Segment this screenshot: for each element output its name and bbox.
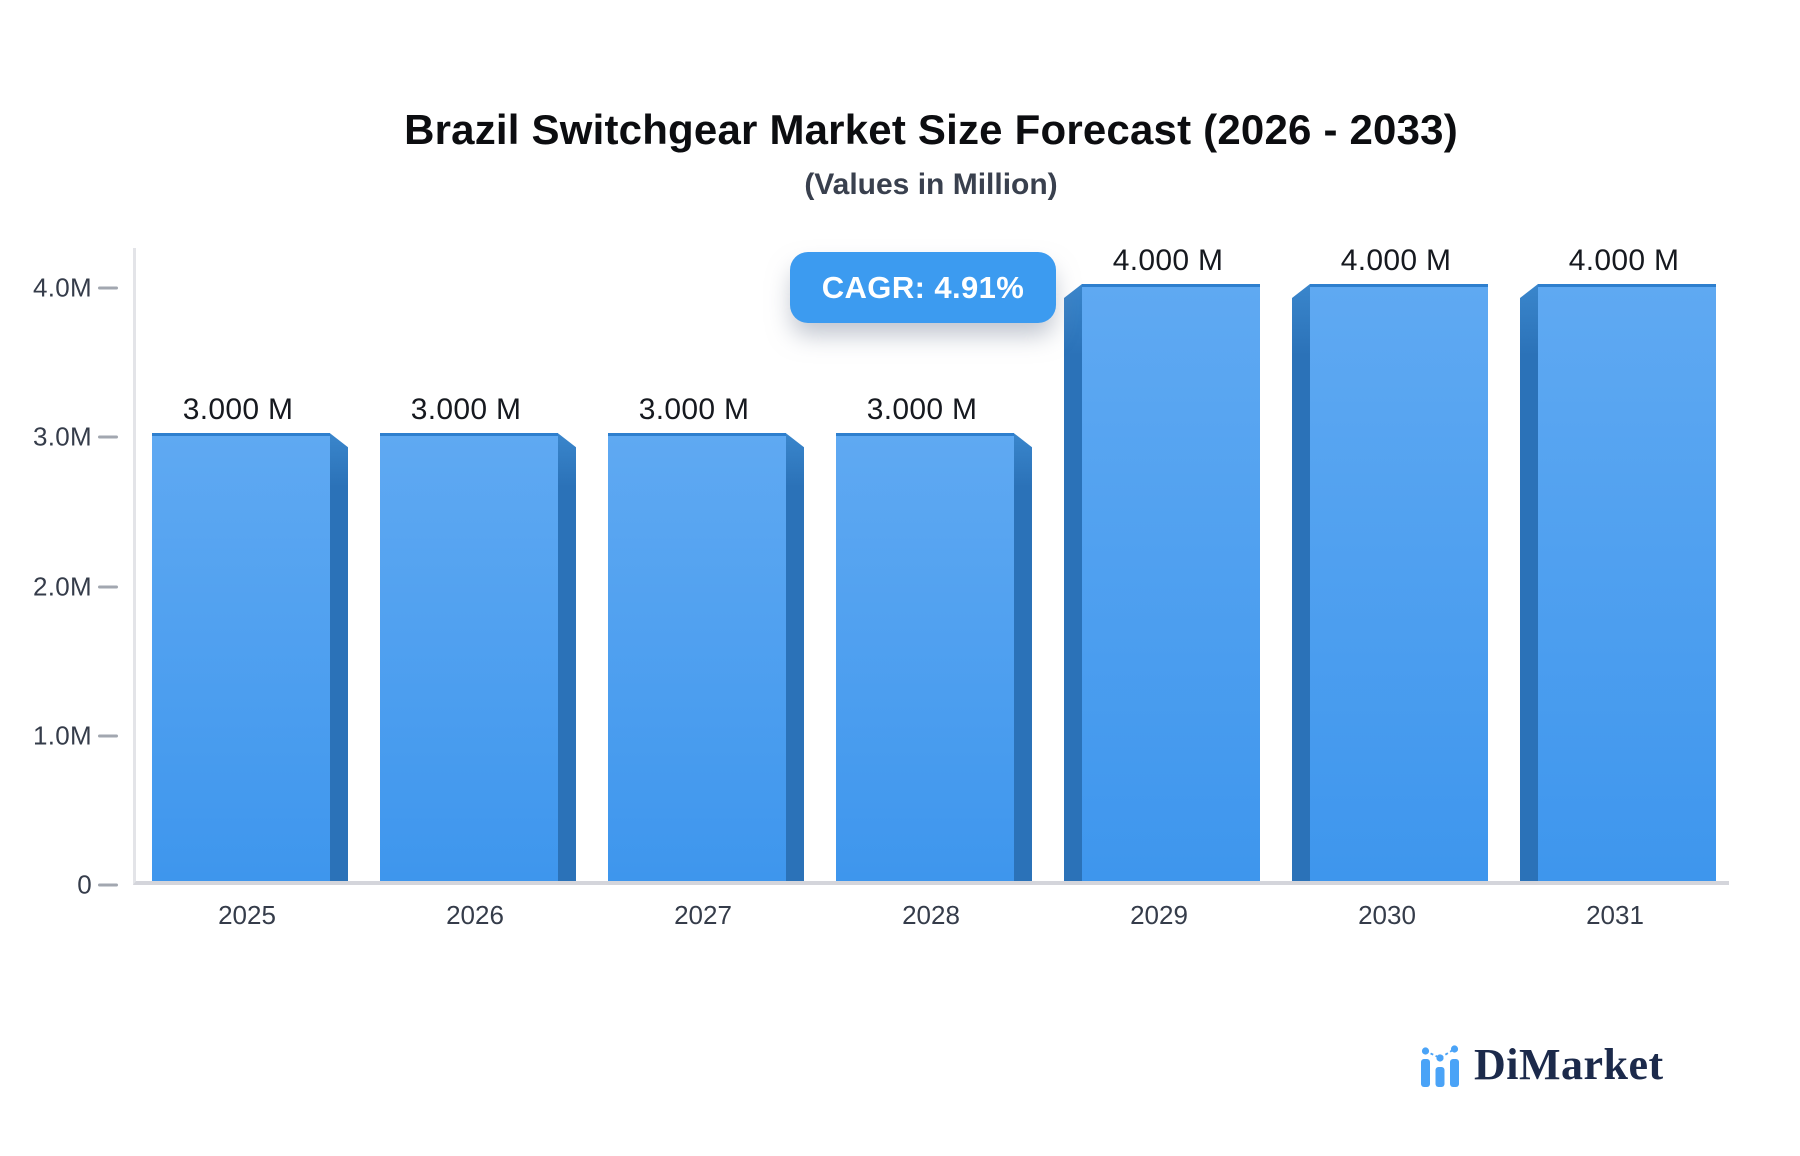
bar-face-2030 xyxy=(1310,284,1488,881)
bar-2028 xyxy=(836,433,1032,881)
y-tick-mark xyxy=(98,286,118,290)
bar-face-2025 xyxy=(152,433,330,881)
cagr-badge-label: CAGR: 4.91% xyxy=(821,269,1025,305)
bar-face-2028 xyxy=(836,433,1014,881)
bar-2026 xyxy=(380,433,576,881)
brand-name: DiMarket xyxy=(1474,1040,1664,1089)
x-tick-label-2029: 2029 xyxy=(1130,900,1188,930)
bar-3d-side-2026 xyxy=(558,433,576,881)
bar-value-label-2029: 4.000 M xyxy=(1112,244,1224,277)
y-tick-label: 0 xyxy=(77,869,92,900)
brand-logo: DiMarket xyxy=(1420,1040,1664,1090)
bar-face-2026 xyxy=(380,433,558,881)
y-tick-label: 3.0M xyxy=(32,421,92,452)
chart-subtitle: (Values in Million) xyxy=(804,168,1058,201)
bar-value-label-2026: 3.000 M xyxy=(410,393,522,427)
plot-area xyxy=(133,248,1729,885)
y-tick-mark xyxy=(98,734,118,738)
bar-2031 xyxy=(1520,284,1716,881)
y-tick-mark xyxy=(98,585,118,588)
bar-2029 xyxy=(1064,284,1260,881)
bar-face-2029 xyxy=(1082,284,1260,881)
y-tick-mark xyxy=(98,435,118,439)
y-tick-label: 2.0M xyxy=(32,571,92,601)
bar-2027 xyxy=(608,433,804,881)
bar-face-2027 xyxy=(608,433,786,881)
x-tick-label-2026: 2026 xyxy=(446,900,504,930)
bar-chart-logo-icon xyxy=(1421,1045,1459,1087)
cagr-badge: CAGR: 4.91% xyxy=(790,252,1056,323)
bar-value-label-2025: 3.000 M xyxy=(182,393,294,427)
bar-value-label-2031: 4.000 M xyxy=(1568,244,1680,277)
x-tick-label-2025: 2025 xyxy=(218,900,276,930)
y-tick-label: 1.0M xyxy=(32,720,92,751)
chart-header: Brazil Switchgear Market Size Forecast (… xyxy=(133,0,1729,203)
x-tick-label-2027: 2027 xyxy=(674,900,732,930)
x-tick-label-2028: 2028 xyxy=(902,900,960,930)
y-tick-label: 4.0M xyxy=(32,272,92,303)
bar-2025 xyxy=(152,433,348,881)
bar-3d-side-2029 xyxy=(1064,284,1082,881)
bar-face-2031 xyxy=(1538,284,1716,881)
bar-value-label-2028: 3.000 M xyxy=(866,393,978,427)
bar-3d-side-2027 xyxy=(786,433,804,881)
bar-3d-side-2030 xyxy=(1292,284,1310,881)
chart-title: Brazil Switchgear Market Size Forecast (… xyxy=(404,106,1458,153)
bar-value-label-2030: 4.000 M xyxy=(1340,244,1452,277)
bar-3d-side-2025 xyxy=(330,433,348,881)
bar-3d-side-2031 xyxy=(1520,284,1538,881)
y-tick-mark xyxy=(98,883,118,887)
x-tick-label-2031: 2031 xyxy=(1586,900,1644,930)
bar-3d-side-2028 xyxy=(1014,433,1032,881)
bar-2030 xyxy=(1292,284,1488,881)
bar-value-label-2027: 3.000 M xyxy=(638,393,750,427)
x-tick-label-2030: 2030 xyxy=(1358,900,1416,930)
